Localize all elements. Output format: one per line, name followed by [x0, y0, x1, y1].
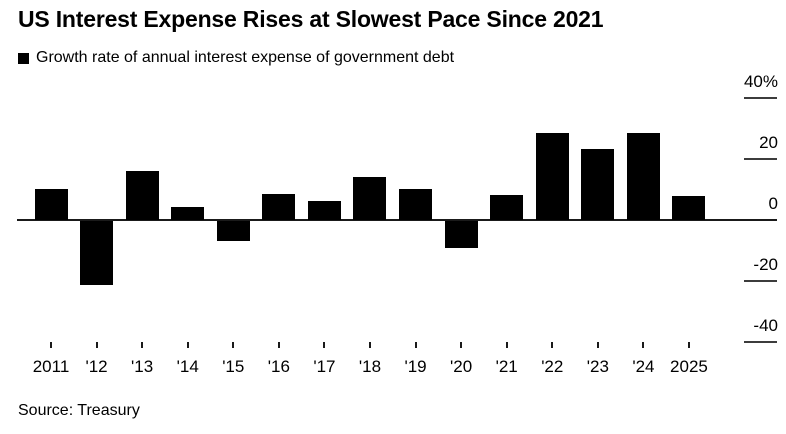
bar-23	[581, 149, 615, 220]
x-axis-tick	[414, 342, 417, 348]
x-axis-label: '19	[404, 357, 427, 376]
x-axis-zero-line	[17, 219, 777, 221]
bar-17	[307, 200, 341, 220]
bar-20	[444, 221, 478, 249]
bar-16	[262, 194, 296, 220]
chart-title: US Interest Expense Rises at Slowest Pac…	[18, 6, 604, 32]
x-axis-label: '22	[541, 357, 564, 376]
x-axis-tick	[323, 342, 326, 348]
x-axis-tick	[687, 342, 690, 348]
bar-21	[490, 194, 524, 220]
y-axis-tick-line	[744, 157, 777, 160]
x-axis-label: '23	[586, 357, 609, 376]
x-axis-tick	[642, 342, 645, 348]
bar-19	[399, 188, 433, 220]
x-axis-tick	[277, 342, 280, 348]
bar-15	[216, 221, 250, 242]
x-axis-tick	[596, 342, 599, 348]
x-axis-label: '15	[222, 357, 245, 376]
x-axis-label: '20	[450, 357, 473, 376]
source-note: Source: Treasury	[18, 402, 140, 419]
y-axis-tick-line	[744, 341, 777, 344]
bar-12	[80, 221, 114, 286]
bar-2025	[672, 195, 706, 220]
legend: Growth rate of annual interest expense o…	[18, 49, 454, 67]
x-axis-tick	[505, 342, 508, 348]
bar-22	[535, 133, 569, 220]
legend-swatch-icon	[18, 52, 29, 64]
x-axis-label: '21	[495, 357, 518, 376]
x-axis-tick	[141, 342, 144, 348]
legend-label: Growth rate of annual interest expense o…	[36, 49, 455, 66]
bar-2011	[34, 189, 68, 220]
x-axis-tick	[460, 342, 463, 348]
y-axis-label: 40%	[743, 71, 778, 91]
bar-18	[353, 176, 387, 220]
x-axis-label: '24	[632, 357, 655, 376]
x-axis-tick	[50, 342, 52, 348]
y-axis-tick-line	[744, 96, 777, 99]
y-axis-label: -20	[753, 255, 778, 275]
x-axis-label: 2025	[670, 357, 708, 376]
x-axis-label: '16	[267, 357, 290, 376]
y-axis-tick-line	[744, 280, 777, 283]
bar-13	[125, 170, 159, 220]
x-axis-label: 2011	[32, 357, 70, 376]
x-axis-tick	[368, 342, 371, 348]
y-axis-label: 20	[759, 132, 778, 152]
x-axis-tick	[95, 342, 98, 348]
x-axis-tick	[551, 342, 554, 348]
x-axis-label: '12	[85, 357, 108, 376]
x-axis-label: '13	[131, 357, 154, 376]
x-axis-label: '14	[176, 357, 199, 376]
x-axis-tick	[186, 342, 189, 348]
y-axis-label: -40	[753, 316, 778, 336]
x-axis-label: '17	[313, 357, 336, 376]
x-axis-tick	[232, 342, 235, 348]
x-axis-label: '18	[358, 357, 382, 376]
y-axis-label: 0	[768, 194, 778, 213]
bar-24	[626, 132, 660, 220]
bar-14	[171, 207, 205, 220]
